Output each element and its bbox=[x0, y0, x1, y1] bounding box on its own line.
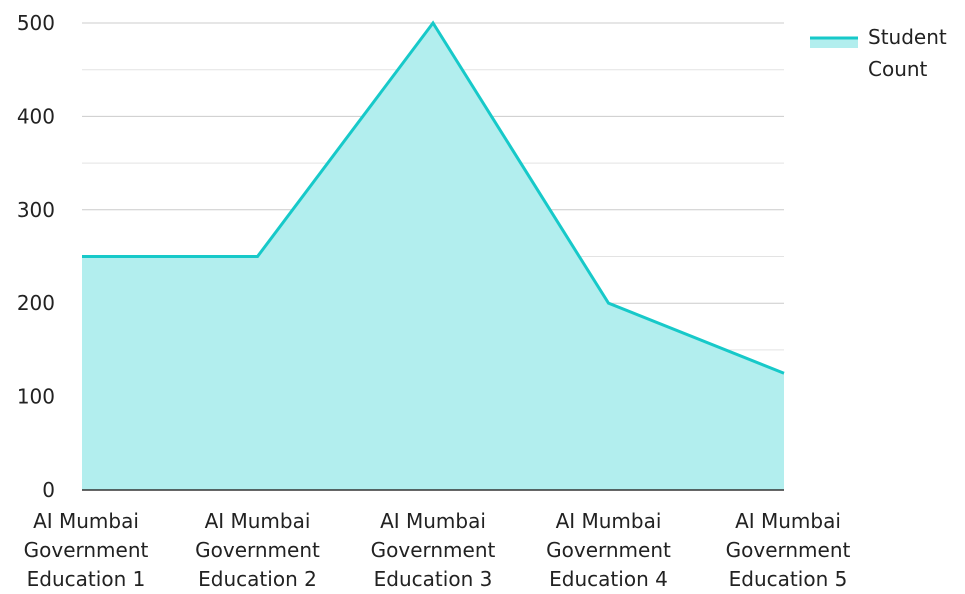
x-category-label-line: AI Mumbai bbox=[380, 509, 486, 533]
series-area-layer bbox=[81, 20, 785, 490]
legend-label-line-2: Count bbox=[868, 57, 928, 81]
x-category-label: AI Mumbai Government Education 5 bbox=[726, 509, 851, 591]
x-category-label-line: Government bbox=[546, 538, 671, 562]
x-category-label-line: Education 2 bbox=[198, 567, 317, 591]
legend-label-line-1: Student bbox=[868, 25, 947, 49]
y-tick-label: 400 bbox=[17, 104, 55, 128]
x-category-label: AI Mumbai Government Education 4 bbox=[546, 509, 671, 591]
x-category-label-line: Education 1 bbox=[27, 567, 146, 591]
legend: Student Count bbox=[810, 25, 947, 81]
x-category-label-line: AI Mumbai bbox=[205, 509, 311, 533]
x-axis-category-labels: AI Mumbai Government Education 1 AI Mumbai G… bbox=[24, 509, 851, 591]
x-category-label: AI Mumbai Government Education 2 bbox=[195, 509, 320, 591]
y-axis-tick-labels: 0 100 200 300 400 500 bbox=[17, 11, 55, 502]
y-tick-label: 200 bbox=[17, 291, 55, 315]
y-tick-label: 300 bbox=[17, 198, 55, 222]
x-category-label: AI Mumbai Government Education 3 bbox=[371, 509, 496, 591]
x-category-label-line: Government bbox=[371, 538, 496, 562]
y-tick-label: 100 bbox=[17, 385, 55, 409]
x-category-label-line: AI Mumbai bbox=[33, 509, 139, 533]
x-category-label-line: Government bbox=[195, 538, 320, 562]
x-category-label-line: Education 4 bbox=[549, 567, 668, 591]
y-tick-label: 500 bbox=[17, 11, 55, 35]
x-category-label-line: Education 5 bbox=[729, 567, 848, 591]
x-category-label: AI Mumbai Government Education 1 bbox=[24, 509, 149, 591]
x-category-label-line: AI Mumbai bbox=[556, 509, 662, 533]
x-category-label-line: Government bbox=[726, 538, 851, 562]
x-category-label-line: AI Mumbai bbox=[735, 509, 841, 533]
y-tick-label: 0 bbox=[42, 478, 55, 502]
x-category-label-line: Government bbox=[24, 538, 149, 562]
legend-swatch-fill bbox=[810, 38, 858, 48]
series-area-fill bbox=[82, 23, 784, 490]
x-category-label-line: Education 3 bbox=[374, 567, 493, 591]
